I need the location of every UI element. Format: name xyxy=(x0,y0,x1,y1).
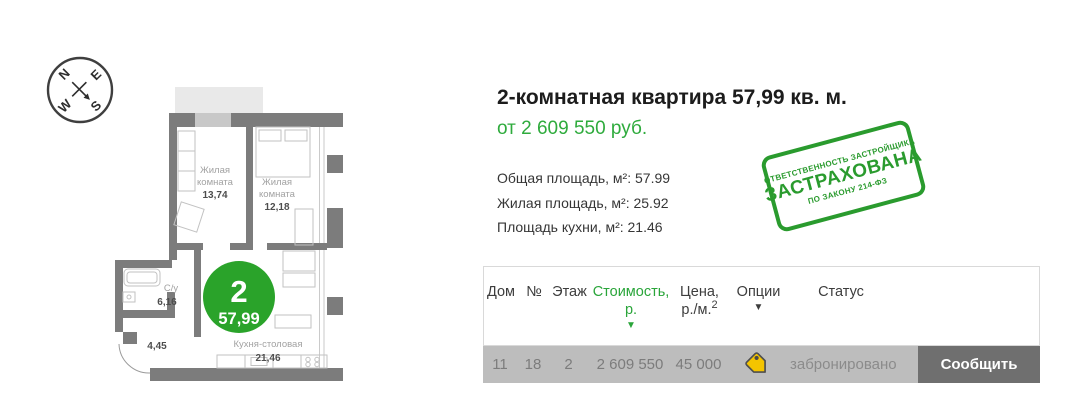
compass-icon: N E S W xyxy=(46,56,114,124)
price-from: от 2 609 550 руб. xyxy=(497,118,648,139)
cell-price-m2: 45 000 xyxy=(675,356,722,373)
furniture-room1 xyxy=(173,130,205,233)
furniture-bathroom xyxy=(122,268,161,303)
room1-label: комната xyxy=(197,177,234,188)
room1-label: Жилая xyxy=(200,165,230,176)
bathroom-area: 6,16 xyxy=(157,297,177,308)
cell-num: 18 xyxy=(524,356,542,373)
table-header: Дом № Этаж Стоимость, р. ▼ Цена, р./м.2 … xyxy=(483,266,1040,346)
wall-left xyxy=(169,113,177,260)
cell-floor: 2 xyxy=(564,356,573,373)
status-badge: забронировано xyxy=(790,356,897,373)
header-status: Статус xyxy=(818,284,864,300)
rooms-area-badge: 2 57,99 xyxy=(203,261,275,333)
header-price-m2: Цена, р./м.2 xyxy=(680,284,719,318)
kitchen-area: 21,46 xyxy=(255,353,280,364)
detail-total-area: Общая площадь, м²: 57.99 xyxy=(497,170,671,186)
room2-label: комната xyxy=(259,189,296,200)
header-num: № xyxy=(526,284,542,300)
wall-right-block xyxy=(327,208,343,248)
wall-divider xyxy=(169,243,327,250)
header-dom: Дом xyxy=(486,284,516,300)
wall-bottom xyxy=(150,368,343,381)
cell-dom: 11 xyxy=(492,356,508,373)
entrance-door-arc xyxy=(118,343,151,374)
table-row: 11 18 2 2 609 550 45 000 забронировано С… xyxy=(483,346,1040,383)
area-details: Общая площадь, м²: 57.99 Жилая площадь, … xyxy=(497,166,847,240)
header-cost-sort[interactable]: Стоимость, р. ▼ xyxy=(589,283,673,345)
room2-label: Жилая xyxy=(262,177,292,188)
detail-kitchen-area: Площадь кухни, м²: 21.46 xyxy=(497,219,663,235)
wall-bedrooms xyxy=(246,127,253,243)
wall-right-block xyxy=(327,155,343,173)
detail-living-area: Жилая площадь, м²: 25.92 xyxy=(497,194,669,211)
badge-rooms: 2 xyxy=(230,274,247,309)
kitchen-label: Кухня-столовая xyxy=(234,339,303,350)
room1-area: 13,74 xyxy=(202,190,227,201)
cell-cost: 2 609 550 xyxy=(596,356,664,373)
cell-options xyxy=(725,351,790,379)
balcony xyxy=(175,87,263,113)
price-tag-icon[interactable] xyxy=(744,351,772,379)
bathroom-label: С/у xyxy=(164,283,179,294)
header-floor: Этаж xyxy=(552,284,587,300)
hall-area: 4,45 xyxy=(147,341,167,352)
room2-area: 12,18 xyxy=(264,202,289,213)
notify-button[interactable]: Сообщить xyxy=(918,346,1040,383)
compass-e: E xyxy=(88,66,105,83)
header-options-sort[interactable]: Опции ▼ xyxy=(726,283,791,345)
sort-arrow-cost-icon[interactable]: ▼ xyxy=(626,320,636,331)
sort-arrow-options-icon[interactable]: ▼ xyxy=(753,302,764,313)
furniture-room2 xyxy=(255,126,314,246)
wall-kitchen xyxy=(194,250,201,337)
offers-table: Дом № Этаж Стоимость, р. ▼ Цена, р./м.2 … xyxy=(483,266,1040,383)
furniture-kitchen xyxy=(216,250,328,369)
page-title: 2-комнатная квартира 57,99 кв. м. xyxy=(497,86,847,109)
wall-right-block xyxy=(327,297,343,315)
badge-area: 57,99 xyxy=(218,310,259,328)
floorplan: Жилая комната 13,74 Жилая комната 12,18 … xyxy=(115,87,343,381)
